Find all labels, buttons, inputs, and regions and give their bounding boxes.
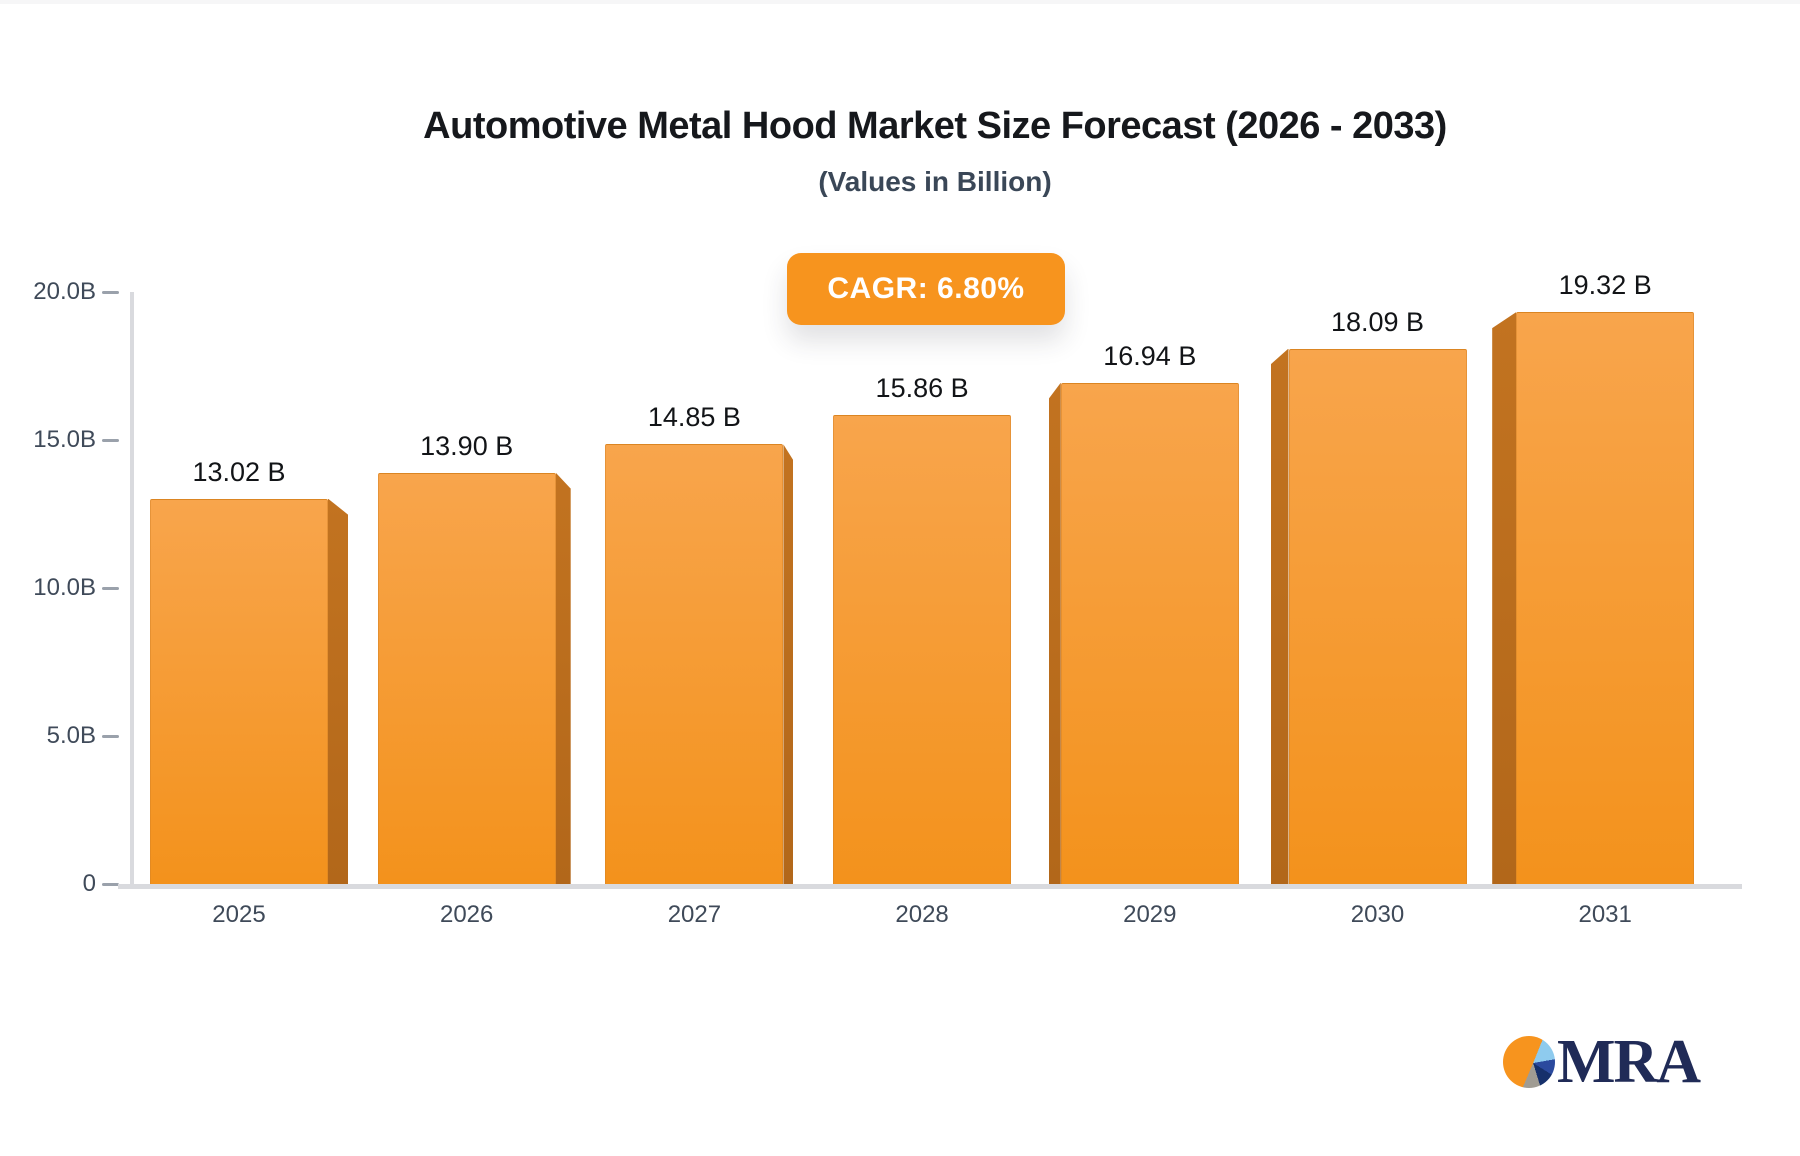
y-axis-tick <box>102 734 119 738</box>
mra-logo: MRA <box>1503 1028 1701 1096</box>
bar-value-label: 19.32 B <box>1558 270 1652 301</box>
bar-2029 <box>1060 382 1239 884</box>
bar-3d-side <box>1048 382 1061 884</box>
bar-2030 <box>1288 348 1467 884</box>
x-axis-category-label: 2028 <box>895 901 949 928</box>
x-axis-category-label: 2029 <box>1123 901 1177 928</box>
chart-subtitle: (Values in Billion) <box>818 166 1052 197</box>
x-axis-category-label: 2031 <box>1578 901 1632 928</box>
x-axis-category-label: 2026 <box>439 901 494 928</box>
x-axis-category-label: 2027 <box>667 901 722 928</box>
y-axis-tick-label: 10.0B <box>33 574 96 601</box>
bar-value-label: 16.94 B <box>1103 340 1197 371</box>
bar-value-label: 14.85 B <box>647 402 741 433</box>
bar-3d-side <box>783 444 794 884</box>
bar-value-label: 15.86 B <box>875 372 969 403</box>
chart-title: Automotive Metal Hood Market Size Foreca… <box>423 105 1447 147</box>
bar-value-label: 13.90 B <box>420 430 514 461</box>
y-axis-tick <box>102 586 119 590</box>
bar-2025 <box>150 498 328 884</box>
y-axis-tick <box>102 882 119 886</box>
bar-2031 <box>1516 312 1695 884</box>
bar-2026 <box>377 472 556 884</box>
bar-3d-side <box>1492 312 1517 884</box>
bar-3d-side <box>1270 348 1289 884</box>
pie-chart-logo-icon <box>1503 1036 1555 1088</box>
y-axis-tick-label: 5.0B <box>46 722 96 749</box>
bar-2028 <box>833 414 1012 884</box>
bar-value-label: 13.02 B <box>192 456 286 487</box>
x-axis-baseline <box>118 884 1742 889</box>
cagr-badge-label: CAGR: 6.80% <box>827 272 1025 305</box>
logo-text: MRA <box>1557 1028 1701 1096</box>
x-axis-category-label: 2030 <box>1350 901 1405 928</box>
y-axis-tick <box>102 438 119 442</box>
bar-2027 <box>605 444 784 884</box>
y-axis-tick-label: 20.0B <box>33 278 96 305</box>
bar-3d-side <box>328 498 348 884</box>
page-edge-strip <box>0 0 1800 4</box>
y-axis-tick <box>102 290 119 294</box>
y-axis-tick-label: 15.0B <box>33 426 96 453</box>
bar-value-label: 18.09 B <box>1330 306 1425 337</box>
y-axis-tick-label: 0 <box>82 870 96 897</box>
x-axis-category-label: 2025 <box>212 901 266 928</box>
y-axis-line <box>130 292 134 889</box>
cagr-badge: CAGR: 6.80% <box>787 253 1065 325</box>
bar-3d-side <box>555 472 571 884</box>
